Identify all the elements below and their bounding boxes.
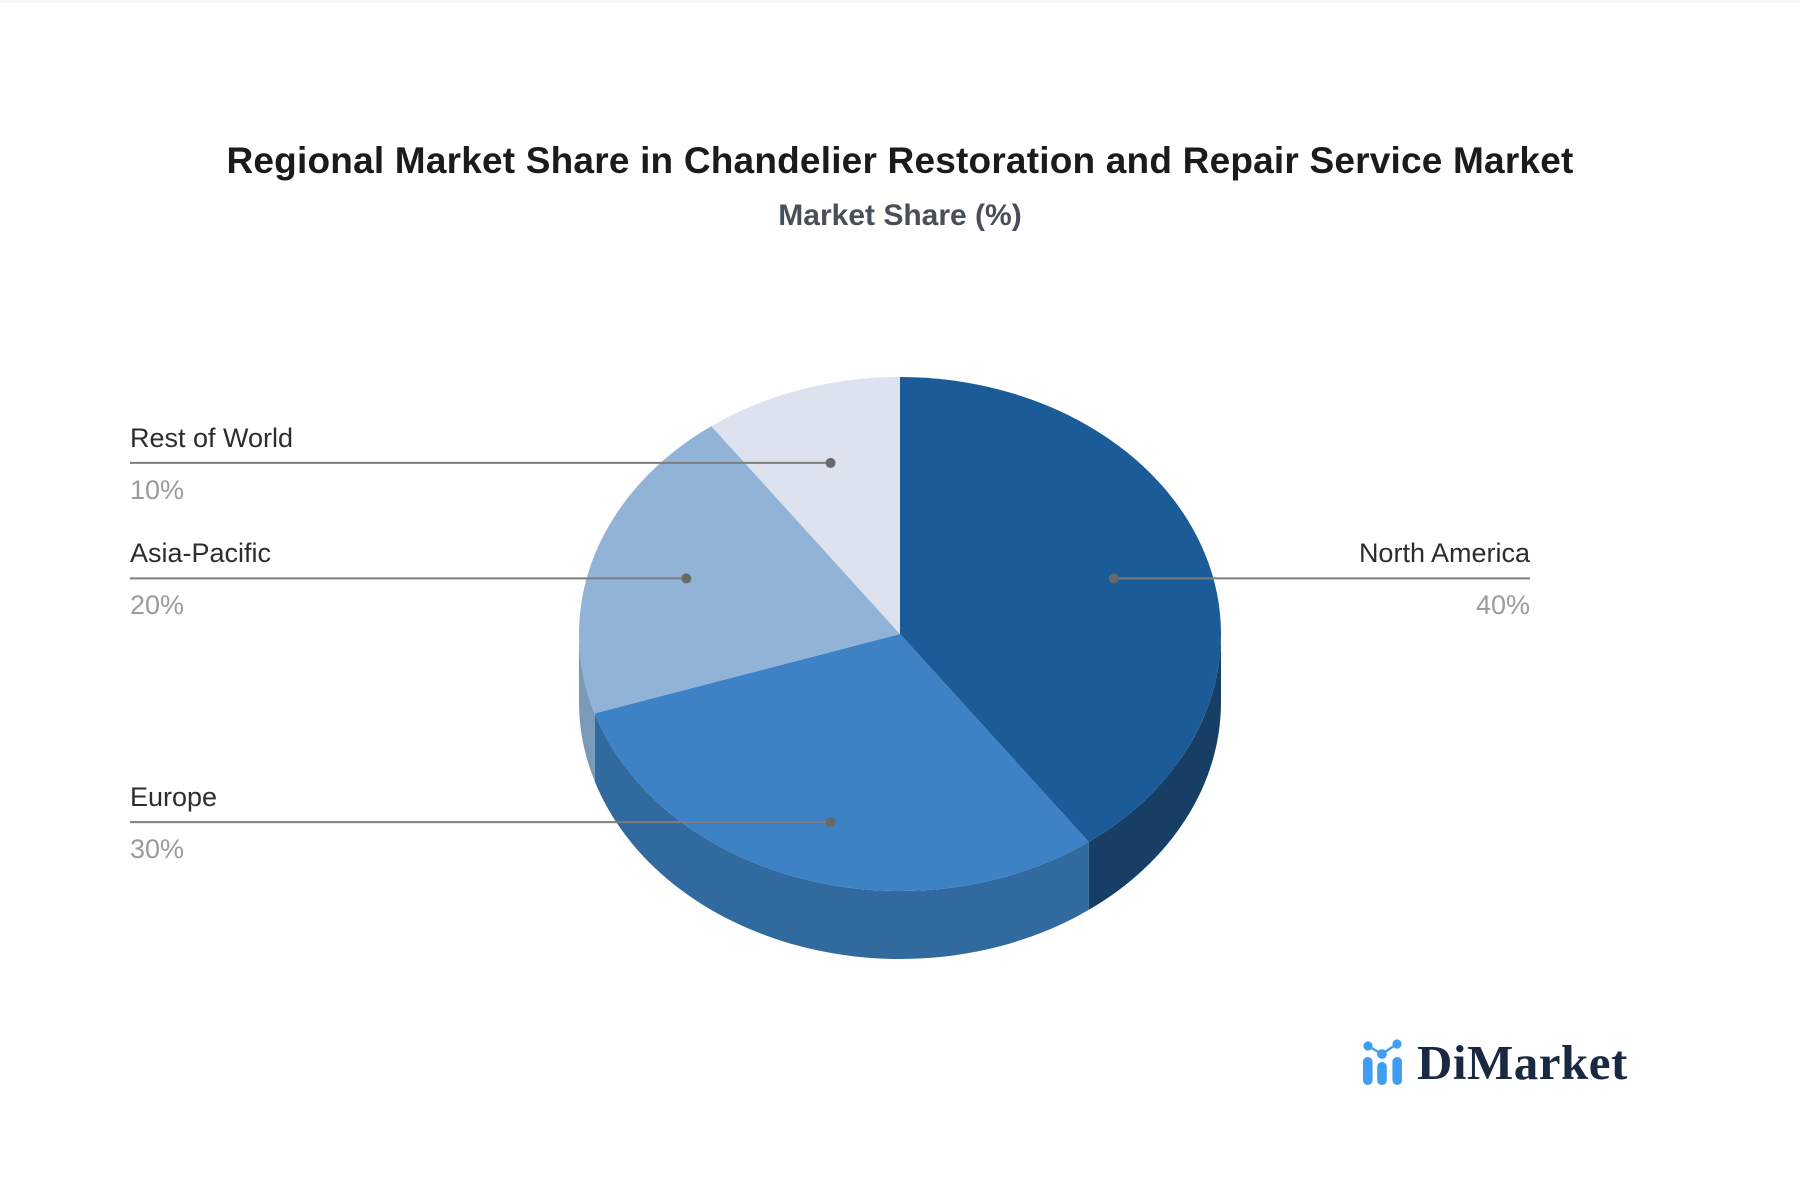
slice-name: North America: [1358, 538, 1530, 569]
slice-value: 30%: [130, 834, 185, 865]
pie-rim-asia-pacific: [579, 634, 595, 782]
slice-name: Europe: [130, 782, 218, 813]
pie-slice-north-america: [900, 377, 1222, 842]
dimarket-logo: DiMarket: [1362, 1034, 1628, 1090]
slice-value: 40%: [1475, 590, 1530, 621]
bar-line-chart-icon: [1363, 1039, 1402, 1085]
chart-subtitle: Market Share (%): [778, 199, 1022, 232]
chart-title: Regional Market Share in Chandelier Rest…: [226, 140, 1574, 181]
pie-rim-europe: [594, 713, 1089, 959]
slice-name: Rest of World: [130, 422, 294, 453]
pie-slice-asia-pacific: [579, 426, 900, 714]
leader-dot-north-america: [1108, 573, 1119, 584]
pie-chart: [130, 377, 1530, 959]
slice-value: 10%: [130, 474, 185, 505]
pie-rim-north-america: [1088, 634, 1221, 910]
pie-slice-rest-of-world: [711, 377, 900, 634]
slice-value: 20%: [130, 590, 185, 621]
pie-slice-europe: [594, 634, 1089, 891]
leader-dot-asia-pacific: [681, 573, 692, 584]
logo-text: DiMarket: [1417, 1034, 1628, 1090]
leader-dot-europe: [825, 817, 836, 828]
leader-dot-rest-of-world: [825, 457, 836, 468]
slice-name: Asia-Pacific: [130, 538, 272, 569]
